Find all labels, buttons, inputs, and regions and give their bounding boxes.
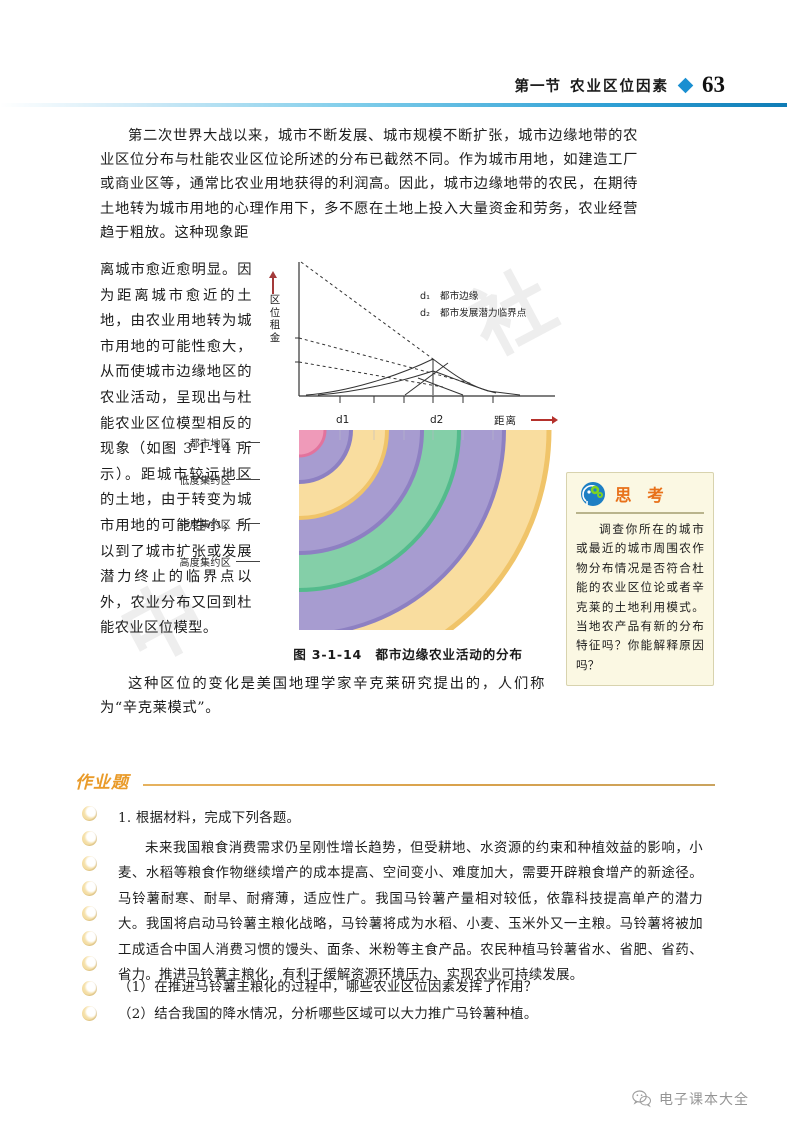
zone-label-urban: 都市地区 [70, 435, 260, 450]
leader-line [236, 561, 260, 562]
zone-label-text: 高度集约区 [179, 558, 231, 569]
concentric-zone-map [299, 430, 558, 630]
paragraph-three: 这种区位的变化是美国地理学家辛克莱研究提出的，人们称为“辛克莱模式”。 [100, 676, 545, 717]
crescent-bullet-icon [82, 1006, 97, 1021]
crescent-bullet-icon [82, 881, 97, 896]
legend-key-d1: d₁ [420, 291, 430, 302]
crescent-bullet-icon [82, 856, 97, 871]
rent-distance-chart: 区位租金 d₁ 都市边缘 d₂ 都市发展潜力临界点 d1 d2 距离 [258, 258, 558, 430]
wechat-icon [632, 1090, 651, 1108]
x-axis-label: 距离 [494, 415, 517, 427]
page-header: 第一节 农业区位因素 63 [0, 72, 787, 114]
paragraph-one: 第二次世界大战以来，城市不断发展、城市规模不断扩张，城市边缘地带的农业区位分布与… [100, 128, 638, 241]
homework-header: 作业题 [75, 768, 715, 793]
crescent-bullet-icon [82, 806, 97, 821]
legend-item-d2: d₂ 都市发展潜力临界点 [420, 305, 526, 322]
diamond-icon [677, 77, 694, 93]
y-axis-arrow-icon [269, 271, 277, 294]
crescent-bullet-icon [82, 831, 97, 846]
homework-divider [143, 784, 715, 786]
think-box-title: 思 考 [615, 486, 669, 505]
legend-item-d1: d₁ 都市边缘 [420, 288, 526, 305]
header-divider [0, 103, 787, 107]
think-box: 思 考 调查你所在的城市或最近的城市周围农作物分布情况是否符合杜能的农业区位论或… [566, 472, 714, 687]
crescent-bullet-icon [82, 931, 97, 946]
header-section-number: 第一节 [514, 78, 561, 95]
y-axis-label: 区位租金 [269, 294, 281, 344]
homework-material: 未来我国粮食消费需求仍呈刚性增长趋势，但受耕地、水资源的约束和种植效益的影响，小… [118, 841, 703, 984]
think-box-body: 调查你所在的城市或最近的城市周围农作物分布情况是否符合杜能的农业区位论或者辛克莱… [576, 522, 704, 672]
zone-label-medium-intensity: 中度集约区 [70, 516, 260, 531]
chart-svg [295, 261, 555, 403]
leader-line [236, 523, 260, 524]
zone-label-low-intensity: 低度集约区 [70, 472, 260, 487]
x-tick-label-d1: d1 [336, 414, 350, 426]
paragraph-two: 离城市愈近愈明显。因为距离城市愈近的土地，由农业用地转为城市用地的可能性愈大，从… [100, 262, 252, 637]
zone-label-text: 低度集约区 [179, 476, 231, 487]
think-box-header: 思 考 [576, 479, 704, 511]
legend-label-d1: 都市边缘 [440, 291, 479, 302]
x-tick-label-d2: d2 [430, 414, 444, 426]
think-box-divider [576, 512, 704, 514]
leader-line [236, 442, 260, 443]
footer-label: 电子课本大全 [659, 1092, 749, 1108]
page-number: 63 [702, 72, 725, 97]
page-footer: 电子课本大全 [632, 1089, 749, 1109]
zone-map-svg [299, 430, 552, 630]
legend-label-d2: 都市发展潜力临界点 [440, 308, 527, 319]
crescent-bullet-icon [82, 906, 97, 921]
homework-title: 作业题 [75, 773, 129, 793]
legend-key-d2: d₂ [420, 308, 430, 319]
leader-line [236, 479, 260, 480]
header-content: 第一节 农业区位因素 63 [515, 72, 726, 98]
x-axis-arrow-icon [531, 416, 558, 424]
chart-legend: d₁ 都市边缘 d₂ 都市发展潜力临界点 [420, 288, 526, 322]
homework-subquestion-2: （2）结合我国的降水情况，分析哪些区域可以大力推广马铃薯种植。 [118, 1007, 538, 1022]
homework-question-main: 1. 根据材料，完成下列各题。 [118, 811, 301, 826]
figure-3-1-14: 区位租金 d₁ 都市边缘 d₂ 都市发展潜力临界点 d1 d2 距离 [180, 258, 558, 662]
brain-gear-icon [581, 482, 605, 506]
zone-label-group: 都市地区 低度集约区 中度集约区 高度集约区 [70, 430, 260, 630]
zone-label-text: 都市地区 [189, 439, 231, 450]
homework-subquestion-1: （1）在推进马铃薯主粮化的过程中，哪些农业区位因素发挥了作用？ [118, 980, 538, 995]
crescent-bullet-icon [82, 981, 97, 996]
crescent-bullet-icon [82, 956, 97, 971]
zone-label-text: 中度集约区 [179, 520, 231, 531]
figure-caption: 图 3-1-14 都市边缘农业活动的分布 [293, 647, 523, 662]
zone-label-high-intensity: 高度集约区 [70, 554, 260, 569]
bullet-decoration-column [82, 806, 98, 1031]
header-section-title: 农业区位因素 [570, 78, 669, 95]
